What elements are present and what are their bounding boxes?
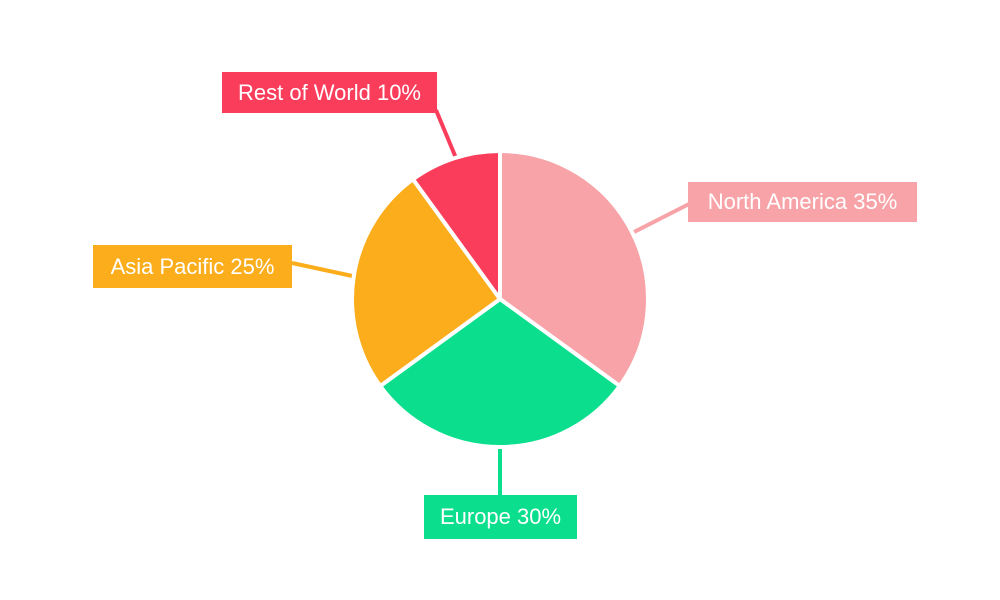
slice-label-north-america: North America 35% — [688, 182, 917, 222]
leader-line-north-america — [631, 201, 692, 235]
leader-line-rest-of-world — [434, 109, 458, 159]
leader-line-asia-pacific — [291, 261, 358, 279]
pie-slice-rest-of-world[interactable] — [411, 149, 502, 301]
pie-slice-north-america[interactable] — [498, 149, 650, 388]
slice-label-asia-pacific: Asia Pacific 25% — [93, 245, 292, 288]
slice-label-rest-of-world: Rest of World 10% — [222, 72, 437, 113]
slice-label-europe: Europe 30% — [424, 495, 577, 539]
pie-slice-europe[interactable] — [378, 297, 622, 449]
pie-slice-asia-pacific[interactable] — [350, 177, 502, 388]
